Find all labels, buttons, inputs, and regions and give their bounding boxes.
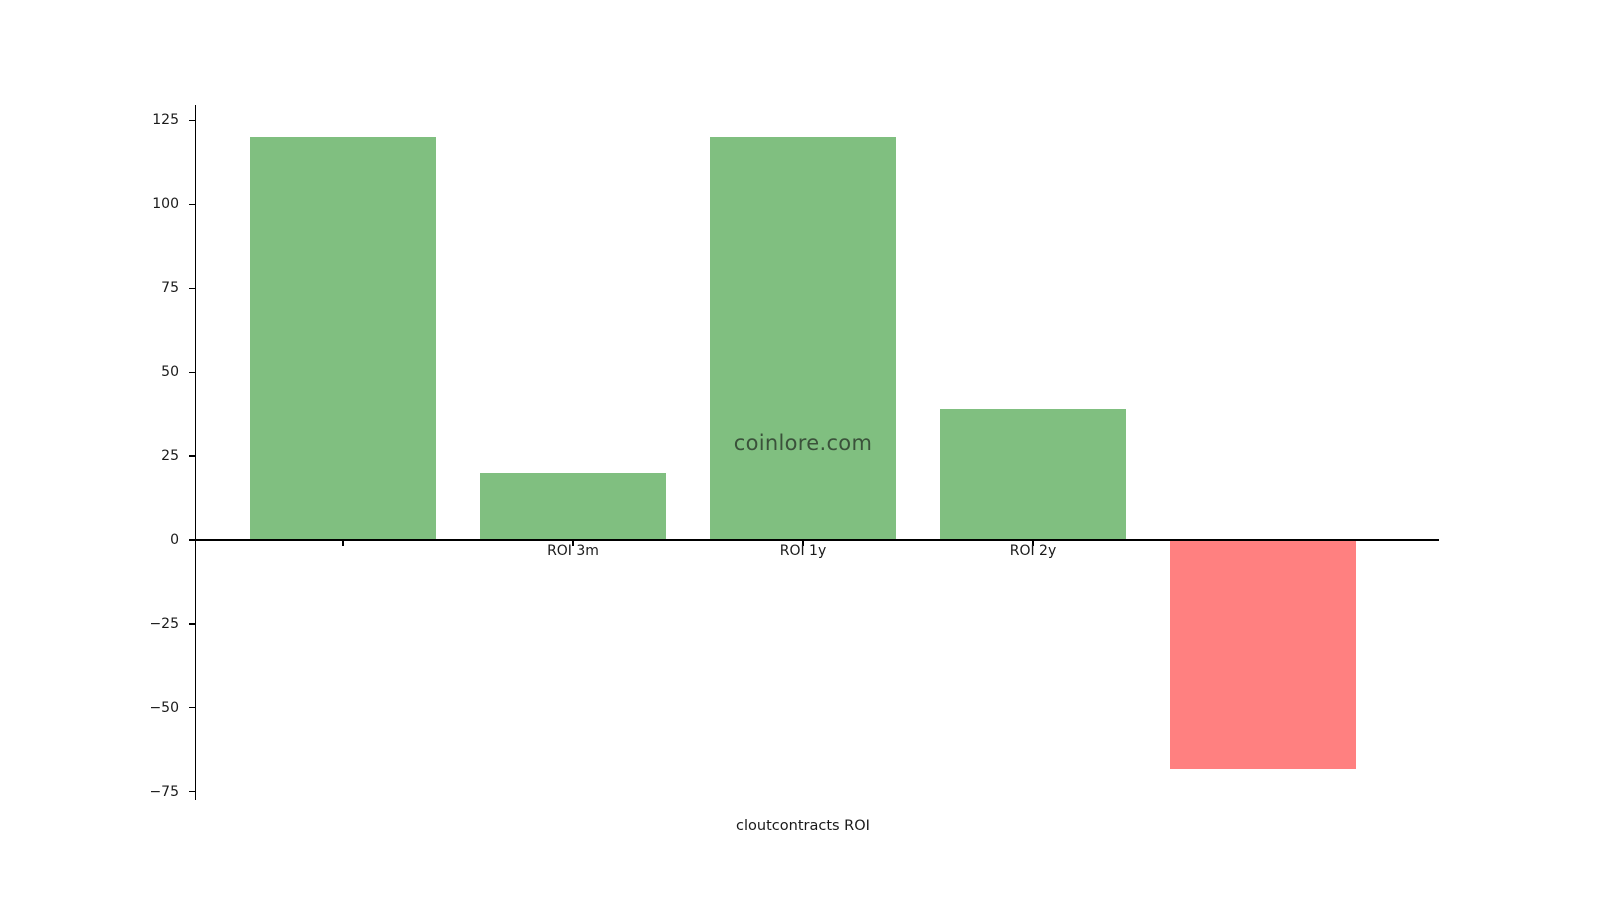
x-tick-label: ROI 3m bbox=[547, 543, 599, 559]
x-tick-mark bbox=[802, 540, 804, 546]
y-tick-mark bbox=[189, 455, 195, 457]
y-tick-label: 100 bbox=[152, 196, 179, 213]
y-tick-label: −25 bbox=[149, 615, 179, 632]
y-tick-mark bbox=[189, 119, 195, 122]
y-tick-mark bbox=[189, 623, 195, 625]
x-tick-mark bbox=[1032, 540, 1034, 546]
bar-unlabeled-0 bbox=[250, 137, 436, 540]
x-tick-label: ROI 2y bbox=[1009, 543, 1057, 559]
y-tick-label: −50 bbox=[149, 699, 179, 716]
y-tick-mark bbox=[189, 791, 195, 793]
bar-roi-1y bbox=[710, 137, 896, 540]
x-axis-title: cloutcontracts ROI bbox=[736, 818, 870, 834]
y-tick-label: −75 bbox=[149, 783, 179, 800]
y-tick-mark bbox=[189, 203, 195, 205]
x-tick-label: ROI 1y bbox=[779, 543, 827, 559]
y-axis-line bbox=[195, 105, 197, 800]
y-tick-mark bbox=[189, 707, 195, 709]
y-tick-mark bbox=[189, 371, 195, 373]
y-tick-mark bbox=[189, 539, 195, 541]
x-tick-mark bbox=[572, 540, 574, 546]
bar-roi-3m bbox=[480, 472, 666, 540]
y-tick-label: 0 bbox=[170, 532, 179, 548]
y-tick-label: 25 bbox=[161, 448, 179, 465]
y-tick-label: 50 bbox=[161, 364, 179, 381]
y-tick-label: 125 bbox=[152, 112, 179, 129]
x-tick-mark bbox=[342, 540, 344, 546]
y-tick-mark bbox=[189, 287, 195, 289]
bar-unlabeled-4 bbox=[1170, 540, 1356, 769]
y-tick-label: 75 bbox=[161, 280, 179, 297]
watermark-text: coinlore.com bbox=[733, 431, 873, 455]
x-axis-line bbox=[195, 539, 1439, 541]
bar-roi-2y bbox=[940, 409, 1126, 540]
